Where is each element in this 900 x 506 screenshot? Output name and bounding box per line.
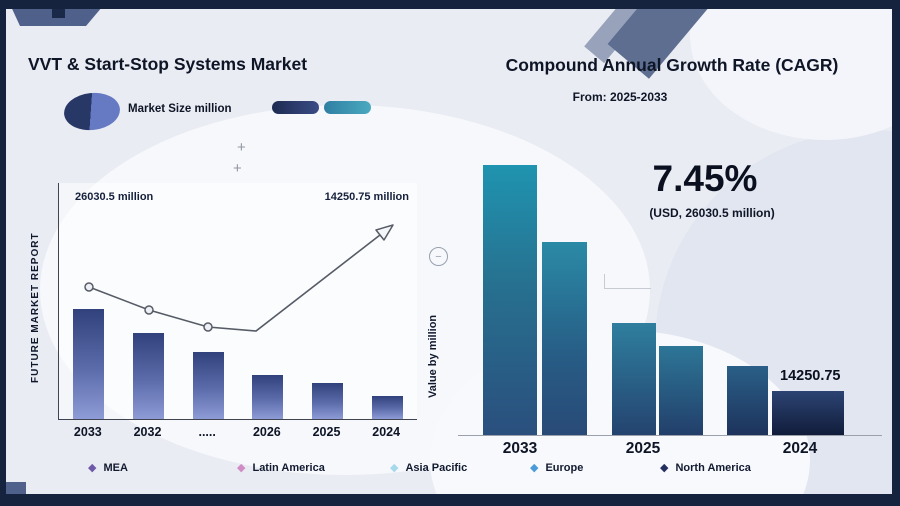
frame-left: [0, 0, 6, 506]
legend-label: Asia Pacific: [405, 462, 468, 474]
x-label: 2025: [625, 440, 661, 457]
trend-line-svg: [84, 224, 394, 332]
bar: [612, 323, 656, 435]
bar: [772, 391, 844, 435]
bar: [73, 309, 104, 419]
bar: [659, 346, 703, 435]
right-plot-area: 14250.75: [458, 158, 882, 436]
cagr-caption: (USD, 26030.5 million): [649, 206, 775, 220]
plus-icon: +: [237, 139, 246, 156]
bar-value-label: 14250.75: [780, 368, 841, 384]
gradient-pill-teal: [324, 101, 371, 114]
annotation-min-value: 14250.75 million: [324, 191, 409, 203]
bottom-corner-decoration: [6, 482, 26, 494]
right-chart-subtitle: From: 2025-2033: [572, 90, 668, 104]
right-bars-group: [458, 158, 882, 435]
legend-label: MEA: [103, 462, 128, 474]
diamond-icon: ◆: [390, 461, 399, 474]
legend-item: ◆ North America: [660, 462, 751, 474]
x-label: .....: [198, 425, 216, 439]
frame-right: [892, 0, 900, 506]
bar: [727, 366, 768, 435]
frame-top: [0, 0, 900, 9]
legend-label: Latin America: [252, 462, 325, 474]
diamond-icon: ◆: [660, 461, 669, 474]
left-plot-area: 26030.5 million 14250.75 million: [58, 183, 417, 420]
left-bars-group: [59, 183, 417, 419]
diamond-icon: ◆: [237, 461, 246, 474]
plus-icon: +: [233, 160, 242, 177]
minus-icon: −: [429, 247, 448, 266]
cagr-value: 7.45%: [652, 158, 758, 199]
left-axis-title: FUTURE MARKET REPORT: [30, 232, 41, 384]
legend-item: ◆ Latin America: [237, 462, 325, 474]
trend-marker: [84, 282, 94, 292]
legend-item: ◆ Asia Pacific: [390, 462, 467, 474]
legend-item: ◆ Europe: [530, 462, 583, 474]
x-label: 2032: [133, 425, 162, 439]
region-legend: ◆ MEA ◆ Latin America ◆ Asia Pacific ◆ Europe ◆ N…: [0, 462, 900, 486]
bar: [252, 375, 283, 419]
x-label: 2026: [252, 425, 281, 439]
annotation-max-value: 26030.5 million: [75, 191, 154, 203]
bar: [372, 396, 403, 419]
trend-line: [88, 234, 381, 332]
bar: [312, 383, 343, 419]
legend-item: ◆ MEA: [88, 462, 128, 474]
trend-marker: [144, 305, 154, 315]
trend-marker: [203, 322, 213, 332]
bar: [542, 242, 587, 435]
market-size-legend-label: Market Size million: [128, 103, 232, 115]
right-axis-title: Value by million: [427, 314, 439, 398]
x-label: 2024: [782, 440, 818, 457]
left-chart-title: VVT & Start-Stop Systems Market: [28, 54, 308, 74]
x-label: 2025: [312, 425, 341, 439]
bracket-decoration: [604, 274, 651, 289]
bar: [483, 165, 537, 435]
x-label: 2033: [502, 440, 538, 457]
frame-bottom: [0, 494, 900, 506]
right-chart-title: Compound Annual Growth Rate (CAGR): [505, 55, 839, 75]
legend-label: North America: [675, 462, 751, 474]
gradient-pill-navy: [272, 101, 319, 114]
bar: [133, 333, 164, 419]
left-x-axis: 2033 2032 ..... 2026 2025 2024: [58, 425, 416, 439]
arrow-head-icon: [375, 224, 394, 241]
bar: [193, 352, 224, 419]
diamond-icon: ◆: [530, 461, 539, 474]
x-label: 2024: [372, 425, 401, 439]
market-size-icon: [62, 90, 122, 133]
diamond-icon: ◆: [88, 461, 97, 474]
x-label: 2033: [73, 425, 102, 439]
legend-label: Europe: [545, 462, 584, 474]
